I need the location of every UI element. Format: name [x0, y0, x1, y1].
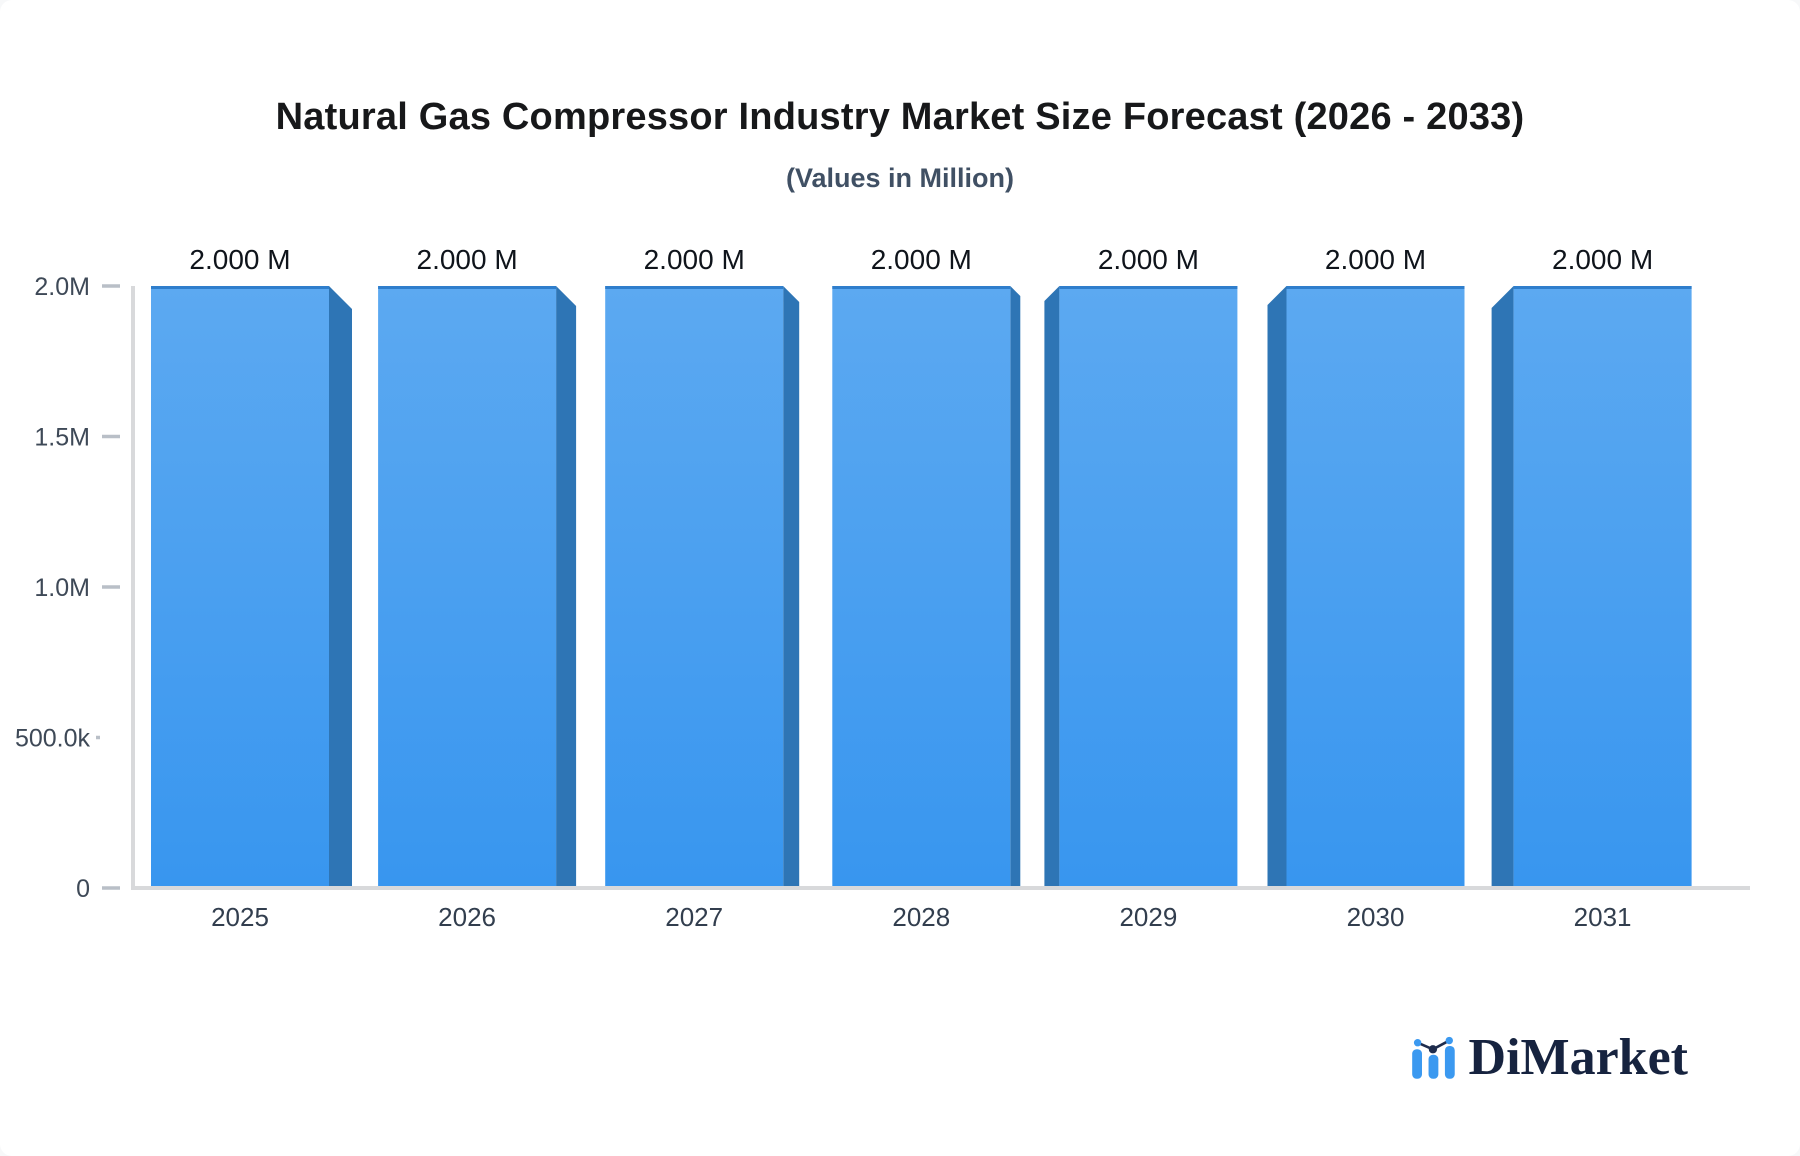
bar-side-face: [783, 286, 800, 887]
brand-name: DiMarket: [1468, 1029, 1688, 1087]
bar-value-label: 2.000 M: [871, 244, 972, 275]
logo-bar-chart-trend-icon: [1411, 1036, 1455, 1079]
x-axis-label: 2030: [1347, 902, 1405, 932]
bar-value-label: 2.000 M: [1325, 244, 1426, 275]
x-axis-label: 2031: [1574, 902, 1632, 932]
brand-logo[interactable]: DiMarket: [1410, 1029, 1688, 1087]
y-axis-tick-label: 1.5M: [34, 424, 90, 452]
bar-2031[interactable]: [1513, 286, 1692, 887]
bar-2027[interactable]: [605, 286, 784, 887]
bar-side-face: [1491, 286, 1514, 887]
bar-value-label: 2.000 M: [644, 244, 745, 275]
y-axis-tick-label: 500.0k: [15, 725, 91, 753]
y-axis-tick-label: 1.0M: [34, 574, 90, 602]
x-axis-label: 2029: [1119, 902, 1177, 932]
bar-2030[interactable]: [1286, 286, 1465, 887]
bar-2025[interactable]: [151, 286, 329, 887]
bar-side-face: [1044, 286, 1060, 887]
bar-2028[interactable]: [832, 286, 1011, 887]
logo-icon-shapes: [1411, 1036, 1455, 1079]
bar-side-face: [329, 286, 352, 887]
y-axis-tick-label: 0: [76, 875, 90, 903]
bar-2026[interactable]: [378, 286, 557, 887]
bar-side-face: [1267, 286, 1287, 887]
x-axis-label: 2028: [892, 902, 950, 932]
bar-value-label: 2.000 M: [417, 244, 518, 275]
bar-value-label: 2.000 M: [1552, 244, 1653, 275]
bar-side-face: [556, 286, 577, 887]
bar-value-label: 2.000 M: [1098, 244, 1199, 275]
x-axis-label: 2027: [665, 902, 723, 932]
bar-side-face: [1010, 286, 1021, 887]
bar-2029[interactable]: [1059, 286, 1238, 887]
y-axis-tick-label: 2.0M: [34, 273, 90, 301]
bar-value-label: 2.000 M: [189, 244, 290, 275]
x-axis-label: 2026: [438, 902, 496, 932]
chart-title: Natural Gas Compressor Industry Market S…: [275, 96, 1525, 138]
chart-subtitle: (Values in Million): [785, 163, 1015, 193]
x-axis-label: 2025: [211, 902, 269, 932]
